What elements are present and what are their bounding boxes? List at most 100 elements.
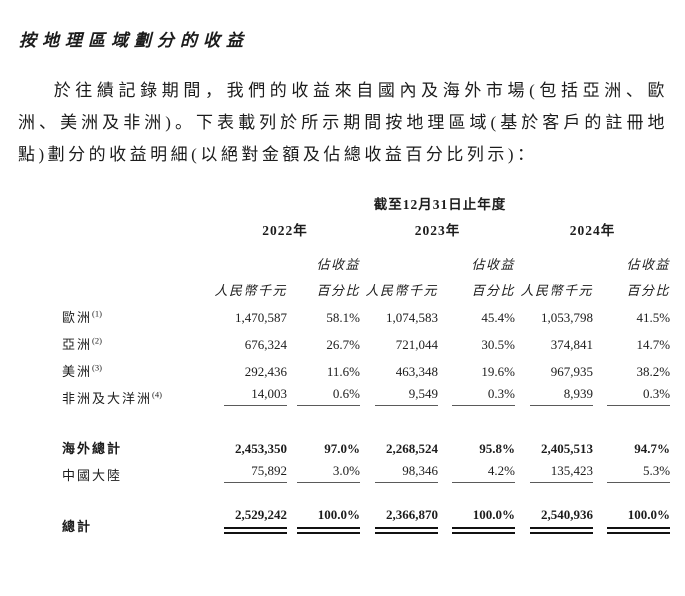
amount-cell: 2,453,350 [235, 441, 287, 456]
subheader-row-top: 佔收益 佔收益 佔收益 [62, 239, 670, 273]
table-row: 海外總計 2,453,350 97.0% 2,268,524 95.8% 2,405,51… [62, 430, 670, 457]
amount-cell: 676,324 [244, 337, 287, 352]
year-header-2022: 2022年 [262, 223, 308, 238]
single-rule [607, 482, 671, 483]
amount-cell: 2,405,513 [541, 441, 593, 456]
pct-cell: 5.3% [593, 457, 671, 484]
single-rule [297, 405, 360, 406]
single-rule [224, 405, 287, 406]
pct-header-bottom: 百分比 [626, 283, 671, 298]
region-label: 總計 [62, 519, 93, 534]
amount-header: 人民幣千元 [365, 283, 438, 298]
single-rule [452, 482, 515, 483]
pct-cell: 14.7% [636, 337, 671, 352]
subheader-row-bottom: 人民幣千元 百分比 人民幣千元 百分比 人民幣千元 百分比 [62, 273, 670, 299]
region-label: 中國大陸 [62, 468, 123, 483]
intro-paragraph: 於往績記錄期間，我們的收益來自國內及海外市場(包括亞洲、歐洲、美洲及非洲)。下表… [18, 81, 668, 164]
single-rule [375, 405, 438, 406]
table-row: 亞洲(2) 676,324 26.7% 721,044 30.5% 374,841 14.7… [62, 326, 670, 353]
double-rule [297, 527, 360, 534]
amount-cell: 374,841 [550, 337, 593, 352]
pct-cell: 11.6% [326, 364, 360, 379]
single-rule [297, 482, 360, 483]
amount-header: 人民幣千元 [520, 283, 593, 298]
amount-cell: 98,346 [360, 457, 438, 484]
amount-cell: 2,529,242 [210, 507, 287, 535]
pct-cell: 100.0% [593, 507, 671, 535]
amount-cell: 463,348 [395, 364, 438, 379]
region-label: 美洲(3) [62, 362, 102, 379]
pct-cell: 30.5% [481, 337, 515, 352]
double-rule [530, 527, 593, 534]
amount-cell: 967,935 [550, 364, 593, 379]
pct-header-top: 佔收益 [316, 257, 360, 272]
footnote-marker: (4) [152, 389, 162, 400]
double-rule [375, 527, 438, 534]
single-rule [607, 405, 671, 406]
amount-cell: 2,268,524 [386, 441, 438, 456]
year-header-2024: 2024年 [569, 223, 616, 238]
double-rule [452, 527, 515, 534]
pct-cell: 41.5% [636, 310, 671, 325]
pct-cell: 0.6% [287, 380, 360, 407]
pct-header-bottom: 百分比 [316, 283, 360, 298]
table-row: 非洲及大洋洲(4) 14,003 0.6% 9,549 0.3% 8,939 0.3% [62, 380, 671, 407]
year-header-row: 2022年 2023年 2024年 [62, 213, 670, 239]
amount-cell: 1,053,798 [541, 310, 593, 325]
single-rule [530, 405, 593, 406]
region-label: 亞洲(2) [62, 335, 102, 352]
revenue-by-region-table: 截至12月31日止年度 2022年 2023年 2024年 佔收益 佔收益 佔收… [62, 189, 671, 535]
document-page: 按地理區域劃分的收益 於往績記錄期間，我們的收益來自國內及海外市場(包括亞洲、歐… [0, 26, 685, 596]
pct-cell: 4.2% [438, 457, 515, 484]
amount-cell: 75,892 [210, 457, 287, 484]
pct-cell: 45.4% [481, 310, 515, 325]
double-rule [607, 527, 671, 534]
spacer-row [62, 407, 670, 430]
amount-cell: 135,423 [515, 457, 593, 484]
table-row: 中國大陸 75,892 3.0% 98,346 4.2% 135,423 5.3% [62, 457, 671, 484]
table-row: 總計 2,529,242 100.0% 2,366,870 100.0% 2,540,93… [62, 507, 671, 535]
table-row: 歐洲(1) 1,470,587 58.1% 1,074,583 45.4% 1,053,7… [62, 299, 670, 326]
pct-cell: 0.3% [593, 380, 671, 407]
year-header-2023: 2023年 [414, 223, 461, 238]
region-label: 海外總計 [62, 441, 123, 456]
single-rule [375, 482, 438, 483]
region-label: 歐洲(1) [62, 308, 102, 325]
footnote-marker: (3) [92, 362, 102, 373]
table-row: 美洲(3) 292,436 11.6% 463,348 19.6% 967,935 38.2… [62, 353, 670, 380]
single-rule [224, 482, 287, 483]
section-title: 按地理區域劃分的收益 [19, 31, 249, 50]
pct-cell: 95.8% [479, 441, 515, 456]
footnote-marker: (1) [92, 308, 102, 319]
amount-cell: 2,540,936 [515, 507, 593, 535]
pct-header-bottom: 百分比 [471, 283, 515, 298]
amount-cell: 721,044 [395, 337, 438, 352]
pct-cell: 100.0% [287, 507, 360, 535]
pct-cell: 58.1% [326, 310, 360, 325]
amount-cell: 8,939 [515, 380, 593, 407]
amount-header: 人民幣千元 [214, 283, 287, 298]
pct-cell: 0.3% [438, 380, 515, 407]
pct-cell: 97.0% [324, 441, 360, 456]
double-rule [224, 527, 287, 534]
spacer-row [62, 484, 670, 507]
pct-cell: 94.7% [634, 441, 671, 456]
amount-cell: 9,549 [360, 380, 438, 407]
amount-cell: 1,074,583 [386, 310, 438, 325]
amount-cell: 2,366,870 [360, 507, 438, 535]
pct-cell: 3.0% [287, 457, 360, 484]
footnote-marker: (2) [92, 335, 102, 346]
period-header: 截至12月31日止年度 [373, 197, 507, 212]
single-rule [452, 405, 515, 406]
pct-cell: 100.0% [438, 507, 515, 535]
pct-cell: 38.2% [636, 364, 671, 379]
single-rule [530, 482, 593, 483]
pct-header-top: 佔收益 [626, 257, 671, 272]
amount-cell: 1,470,587 [235, 310, 287, 325]
region-label: 非洲及大洋洲(4) [62, 389, 162, 406]
period-header-row: 截至12月31日止年度 [62, 189, 670, 213]
pct-cell: 26.7% [326, 337, 360, 352]
pct-header-top: 佔收益 [471, 257, 515, 272]
pct-cell: 19.6% [481, 364, 515, 379]
amount-cell: 292,436 [244, 364, 287, 379]
